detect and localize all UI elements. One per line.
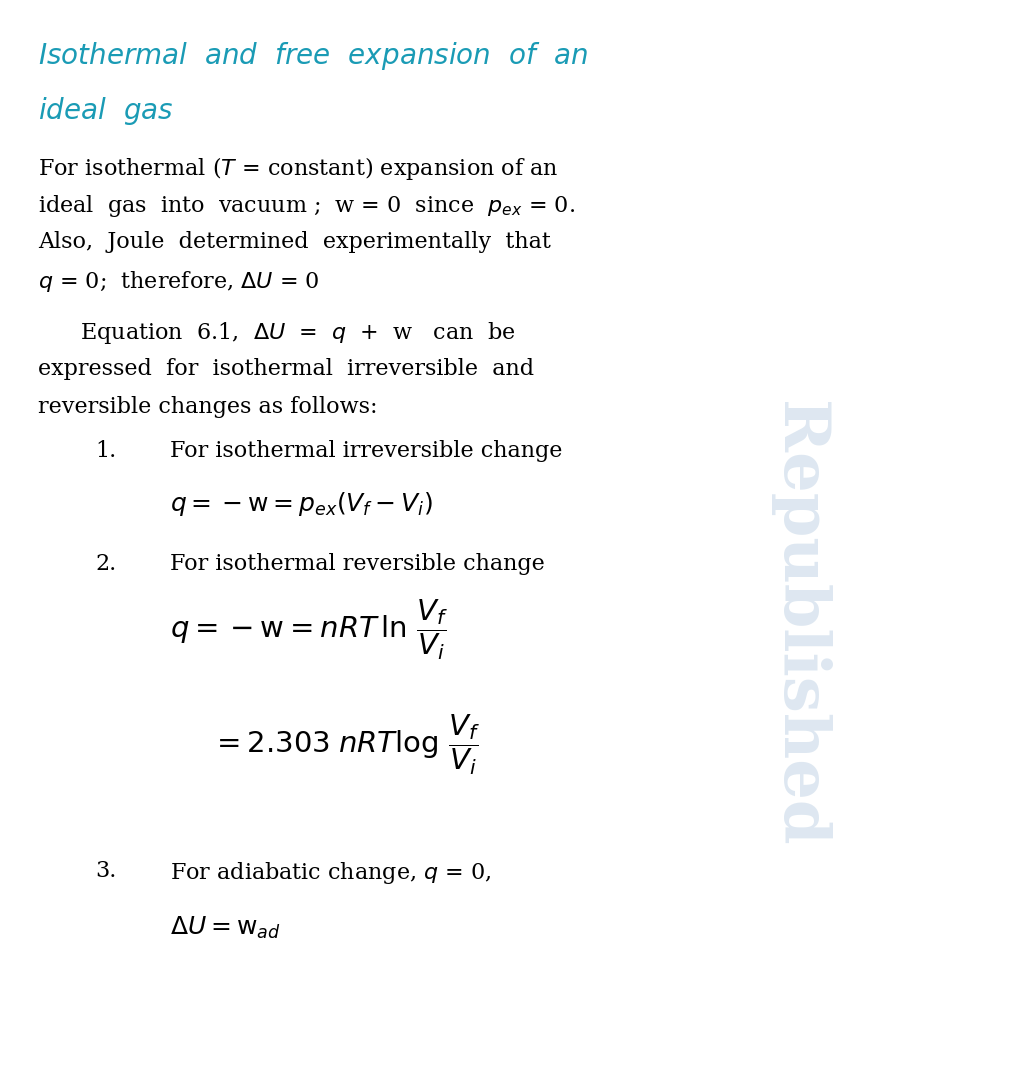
Text: Also,  Joule  determined  experimentally  that: Also, Joule determined experimentally th… xyxy=(38,231,551,253)
Text: $= 2.303\;nRT\log\,\dfrac{V_f}{V_i}$: $= 2.303\;nRT\log\,\dfrac{V_f}{V_i}$ xyxy=(211,713,480,777)
Text: $\Delta U = \mathrm{w}_{ad}$: $\Delta U = \mathrm{w}_{ad}$ xyxy=(170,915,281,942)
Text: $\mathbf{\mathit{ideal\ \ gas}}$: $\mathbf{\mathit{ideal\ \ gas}}$ xyxy=(38,95,174,127)
Text: For adiabatic change, $q$ = 0,: For adiabatic change, $q$ = 0, xyxy=(170,860,492,886)
Text: $q$ = 0;  therefore, $\Delta U$ = 0: $q$ = 0; therefore, $\Delta U$ = 0 xyxy=(38,269,319,293)
Text: Republished: Republished xyxy=(768,401,829,846)
Text: 2.: 2. xyxy=(95,553,117,575)
Text: Equation  6.1,  $\Delta U$  =  $q$  +  w   can  be: Equation 6.1, $\Delta U$ = $q$ + w can b… xyxy=(38,320,515,346)
Text: $\mathbf{\mathit{Isothermal\ \ and\ \ free\ \ expansion\ \ of\ \ an}}$: $\mathbf{\mathit{Isothermal\ \ and\ \ fr… xyxy=(38,40,588,72)
Text: For isothermal ($T$ = constant) expansion of an: For isothermal ($T$ = constant) expansio… xyxy=(38,155,558,182)
Text: reversible changes as follows:: reversible changes as follows: xyxy=(38,396,378,418)
Text: $q = -\mathrm{w} = nRT\,\ln\,\dfrac{V_f}{V_i}$: $q = -\mathrm{w} = nRT\,\ln\,\dfrac{V_f}… xyxy=(170,598,449,662)
Text: expressed  for  isothermal  irreversible  and: expressed for isothermal irreversible an… xyxy=(38,358,535,379)
Text: $q = -\mathrm{w} = p_{ex}(V_f - V_i)$: $q = -\mathrm{w} = p_{ex}(V_f - V_i)$ xyxy=(170,490,433,518)
Text: 3.: 3. xyxy=(95,860,117,881)
Text: For isothermal irreversible change: For isothermal irreversible change xyxy=(170,440,562,462)
Text: For isothermal reversible change: For isothermal reversible change xyxy=(170,553,545,575)
Text: 1.: 1. xyxy=(95,440,117,462)
Text: ideal  gas  into  vacuum ;  w = 0  since  $p_{ex}$ = 0.: ideal gas into vacuum ; w = 0 since $p_{… xyxy=(38,194,575,219)
